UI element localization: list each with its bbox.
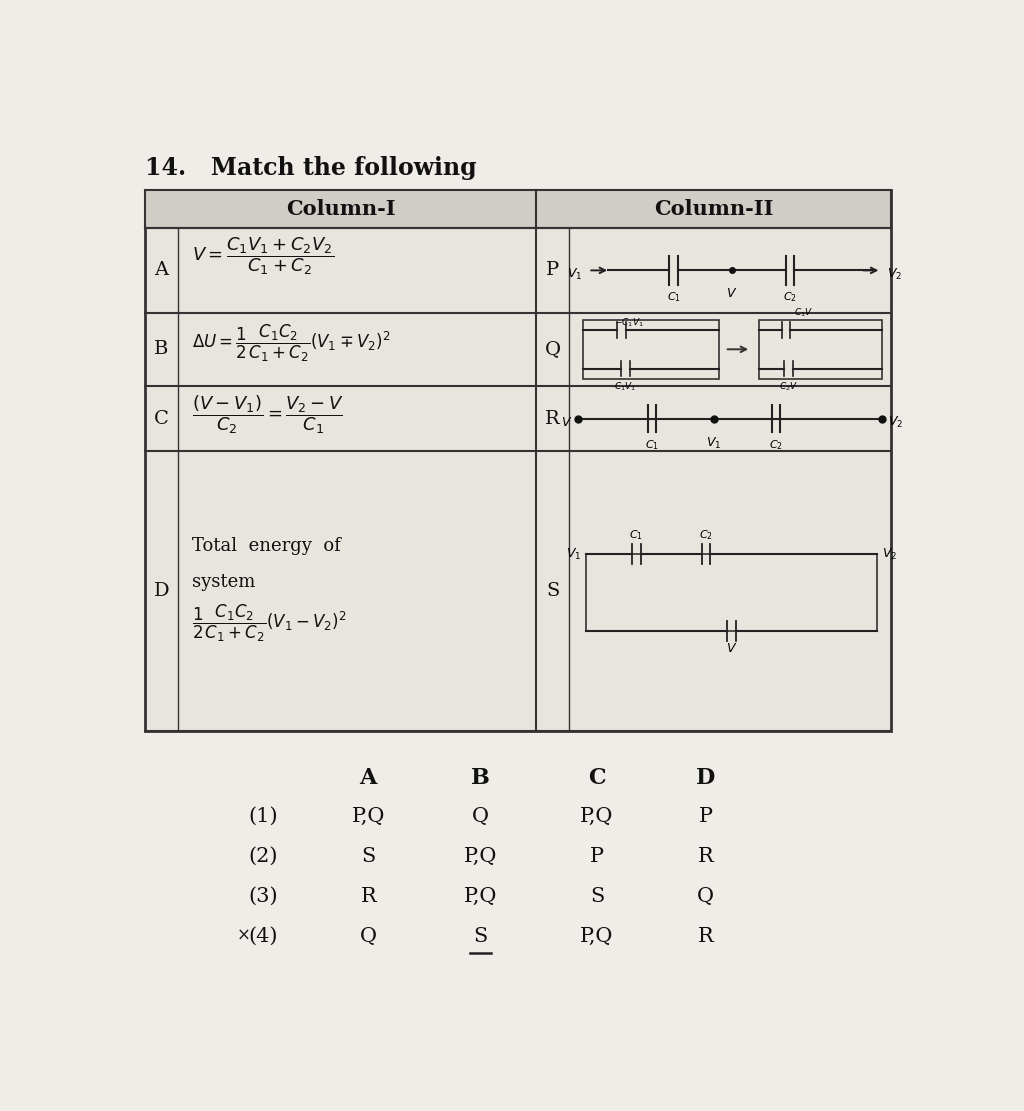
- Text: Q: Q: [545, 340, 561, 359]
- Text: Q: Q: [472, 807, 489, 827]
- Text: P: P: [546, 261, 559, 279]
- Text: R: R: [697, 928, 714, 947]
- Text: $C_1$: $C_1$: [630, 528, 643, 542]
- Text: D: D: [154, 582, 169, 600]
- Text: $V_2$: $V_2$: [882, 547, 897, 562]
- Text: $V_1$: $V_1$: [707, 436, 722, 451]
- Text: $V$: $V$: [726, 288, 737, 300]
- Text: (1): (1): [249, 807, 279, 827]
- Text: $C_2$: $C_2$: [769, 438, 783, 452]
- Text: D: D: [695, 767, 715, 789]
- Text: (4): (4): [249, 928, 279, 947]
- Text: (2): (2): [249, 847, 279, 867]
- Text: system: system: [191, 573, 255, 591]
- Text: $V_1$: $V_1$: [567, 267, 583, 282]
- Text: P,Q: P,Q: [464, 847, 498, 867]
- Text: B: B: [155, 340, 169, 359]
- Text: S: S: [473, 928, 487, 947]
- Text: C: C: [588, 767, 605, 789]
- Text: Column-I: Column-I: [286, 199, 395, 219]
- Text: Q: Q: [359, 928, 377, 947]
- Text: $\dfrac{1}{2}\dfrac{C_1C_2}{C_1+C_2}(V_1 - V_2)^2$: $\dfrac{1}{2}\dfrac{C_1C_2}{C_1+C_2}(V_1…: [191, 603, 346, 644]
- Bar: [759, 320, 882, 379]
- Text: P,Q: P,Q: [464, 888, 498, 907]
- Text: $V$: $V$: [726, 642, 737, 654]
- Text: $V_2$: $V_2$: [888, 414, 903, 430]
- Text: R: R: [360, 888, 376, 907]
- Text: $C_1$: $C_1$: [645, 438, 658, 452]
- Text: B: B: [471, 767, 490, 789]
- Text: C: C: [154, 410, 169, 428]
- Text: 14.   Match the following: 14. Match the following: [145, 156, 477, 180]
- Bar: [583, 320, 719, 379]
- Text: $C_2$: $C_2$: [699, 528, 713, 542]
- Text: S: S: [361, 847, 376, 867]
- Text: P,Q: P,Q: [581, 928, 613, 947]
- Text: $\Delta U = \dfrac{1}{2}\dfrac{C_1C_2}{C_1+C_2}(V_1 \mp V_2)^2$: $\Delta U = \dfrac{1}{2}\dfrac{C_1C_2}{C…: [191, 322, 390, 363]
- Text: $C_1V$: $C_1V$: [794, 306, 813, 319]
- Text: P,Q: P,Q: [581, 807, 613, 827]
- Text: (3): (3): [249, 888, 279, 907]
- Text: R: R: [546, 410, 560, 428]
- Bar: [145, 190, 891, 228]
- Text: $-C_1V_1$: $-C_1V_1$: [614, 316, 644, 329]
- Text: Column-II: Column-II: [654, 199, 774, 219]
- Text: $C_2V$: $C_2V$: [778, 381, 798, 393]
- Text: P: P: [698, 807, 713, 827]
- Text: A: A: [359, 767, 377, 789]
- Text: P,Q: P,Q: [351, 807, 385, 827]
- Text: S: S: [546, 582, 559, 600]
- Text: $V$: $V$: [561, 416, 572, 429]
- Text: $\times$: $\times$: [236, 925, 250, 943]
- Text: Q: Q: [697, 888, 714, 907]
- Text: $V = \dfrac{C_1V_1 + C_2V_2}{C_1 + C_2}$: $V = \dfrac{C_1V_1 + C_2V_2}{C_1 + C_2}$: [191, 236, 334, 278]
- Text: P: P: [590, 847, 604, 867]
- Text: $C_2$: $C_2$: [783, 290, 797, 304]
- Text: A: A: [155, 261, 168, 279]
- Text: $C_1V_1$: $C_1V_1$: [614, 381, 637, 393]
- Bar: [586, 554, 878, 631]
- Text: R: R: [697, 847, 714, 867]
- Text: $C_1$: $C_1$: [667, 290, 681, 304]
- Text: $V_2$: $V_2$: [887, 267, 902, 282]
- Text: $\dfrac{(V - V_1)}{C_2} = \dfrac{V_2 - V}{C_1}$: $\dfrac{(V - V_1)}{C_2} = \dfrac{V_2 - V…: [191, 393, 343, 437]
- Text: S: S: [590, 888, 604, 907]
- Bar: [145, 190, 891, 731]
- Text: Total  energy  of: Total energy of: [191, 538, 340, 556]
- Text: $V_1$: $V_1$: [566, 547, 582, 562]
